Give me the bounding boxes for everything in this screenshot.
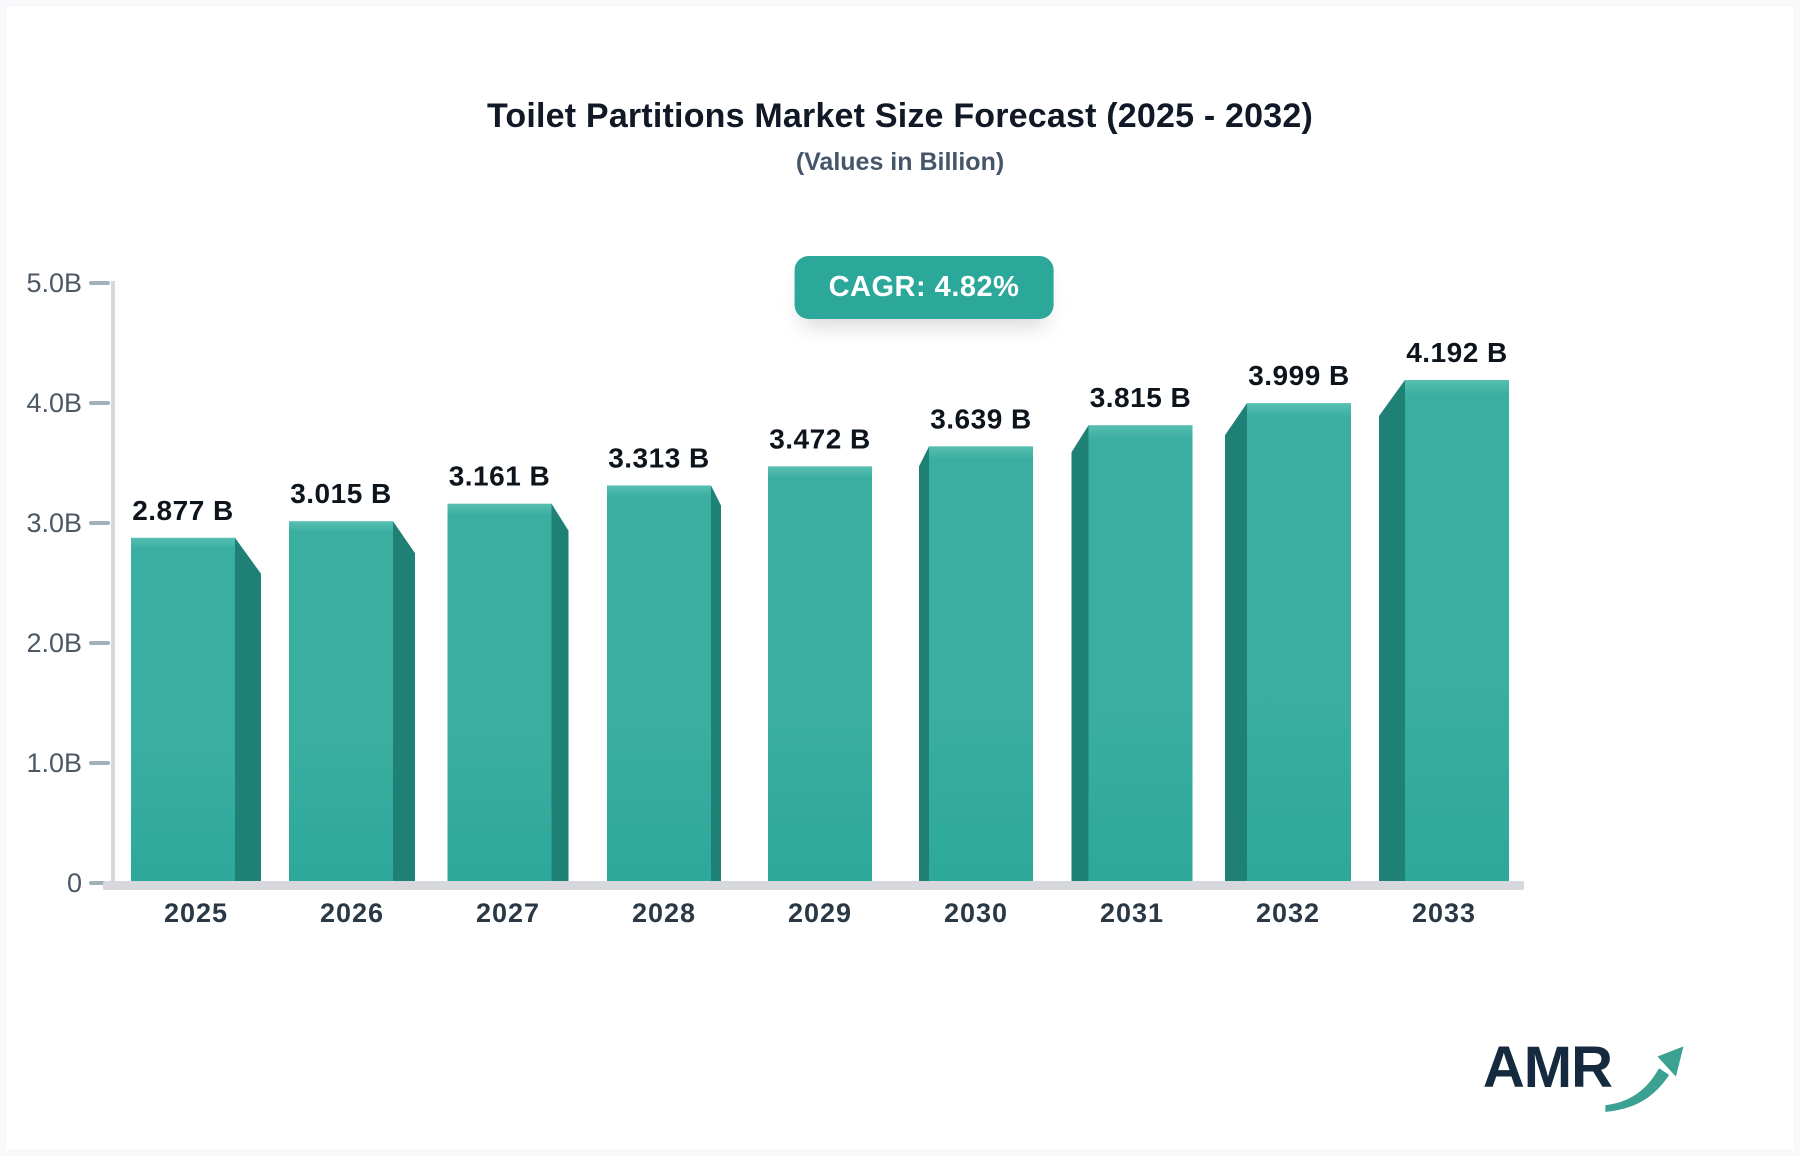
amr-logo-text: AMR	[1482, 1035, 1613, 1100]
x-baseline	[103, 881, 1524, 890]
x-tick-label: 2033	[1412, 898, 1476, 928]
bar-value-label: 3.815 B	[1090, 382, 1192, 413]
y-tick-label: 4.0B	[26, 388, 82, 418]
bar-value-label: 3.472 B	[769, 423, 871, 454]
bar-2025: 2.877 B 2025	[131, 495, 261, 928]
bar-value-label: 3.639 B	[930, 403, 1032, 434]
bar-side-face	[1225, 403, 1247, 883]
bar-side-face	[551, 503, 569, 883]
bar-value-label: 4.192 B	[1406, 337, 1508, 368]
chart-title: Toilet Partitions Market Size Forecast (…	[486, 97, 1314, 135]
growth-arrow-swoosh	[1605, 1068, 1670, 1112]
x-tick-label: 2032	[1256, 898, 1320, 928]
bar-value-label: 3.999 B	[1248, 360, 1350, 391]
bar-2033: 4.192 B 2033	[1379, 337, 1509, 928]
bar-front-face	[1247, 403, 1351, 883]
x-tick-label: 2028	[632, 898, 696, 928]
bar-side-face	[919, 446, 929, 883]
bar-value-label: 3.313 B	[608, 442, 710, 473]
bar-value-label: 3.161 B	[449, 461, 551, 492]
bar-2030: 3.639 B 2030	[919, 403, 1033, 928]
bar-2031: 3.815 B 2031	[1071, 382, 1193, 928]
bar-side-face	[1071, 425, 1089, 883]
y-tick-label: 2.0B	[26, 628, 82, 658]
bar-front-face	[768, 466, 872, 883]
bar-side-face	[235, 537, 261, 883]
bar-front-face	[607, 485, 711, 883]
bar-2028: 3.313 B 2028	[607, 442, 721, 928]
x-tick-label: 2029	[788, 898, 852, 928]
x-tick-label: 2025	[164, 898, 228, 928]
bar-side-face	[393, 521, 415, 883]
bar-2032: 3.999 B 2032	[1225, 360, 1351, 928]
amr-logo: AMR	[1483, 1036, 1692, 1122]
y-tick-label: 5.0B	[26, 268, 82, 298]
bar-front-face	[289, 521, 393, 883]
y-tick-label: 0	[67, 868, 82, 898]
bar-side-face	[711, 485, 721, 883]
y-axis-line	[111, 281, 115, 889]
bar-front-face	[1088, 425, 1193, 883]
bar-2029: 3.472 B 2029	[768, 423, 872, 928]
x-tick-label: 2030	[944, 898, 1008, 928]
chart-subtitle: (Values in Billion)	[795, 148, 1005, 176]
bar-value-label: 3.015 B	[290, 478, 392, 509]
bar-front-face	[447, 503, 552, 883]
bar-side-face	[1379, 379, 1405, 883]
bar-front-face	[1405, 379, 1509, 883]
bar-value-label: 2.877 B	[132, 495, 234, 526]
bar-front-face	[131, 537, 235, 883]
x-tick-label: 2027	[476, 898, 540, 928]
bar-front-face	[929, 446, 1033, 883]
x-tick-label: 2026	[320, 898, 384, 928]
y-tick-label: 3.0B	[26, 508, 82, 538]
cagr-badge: CAGR: 4.82%	[794, 256, 1054, 319]
bar-2026: 3.015 B 2026	[289, 478, 415, 928]
growth-arrow-icon	[1605, 1046, 1684, 1112]
y-tick-label: 1.0B	[26, 748, 82, 778]
bar-2027: 3.161 B 2027	[447, 461, 569, 928]
x-tick-label: 2031	[1100, 898, 1164, 928]
